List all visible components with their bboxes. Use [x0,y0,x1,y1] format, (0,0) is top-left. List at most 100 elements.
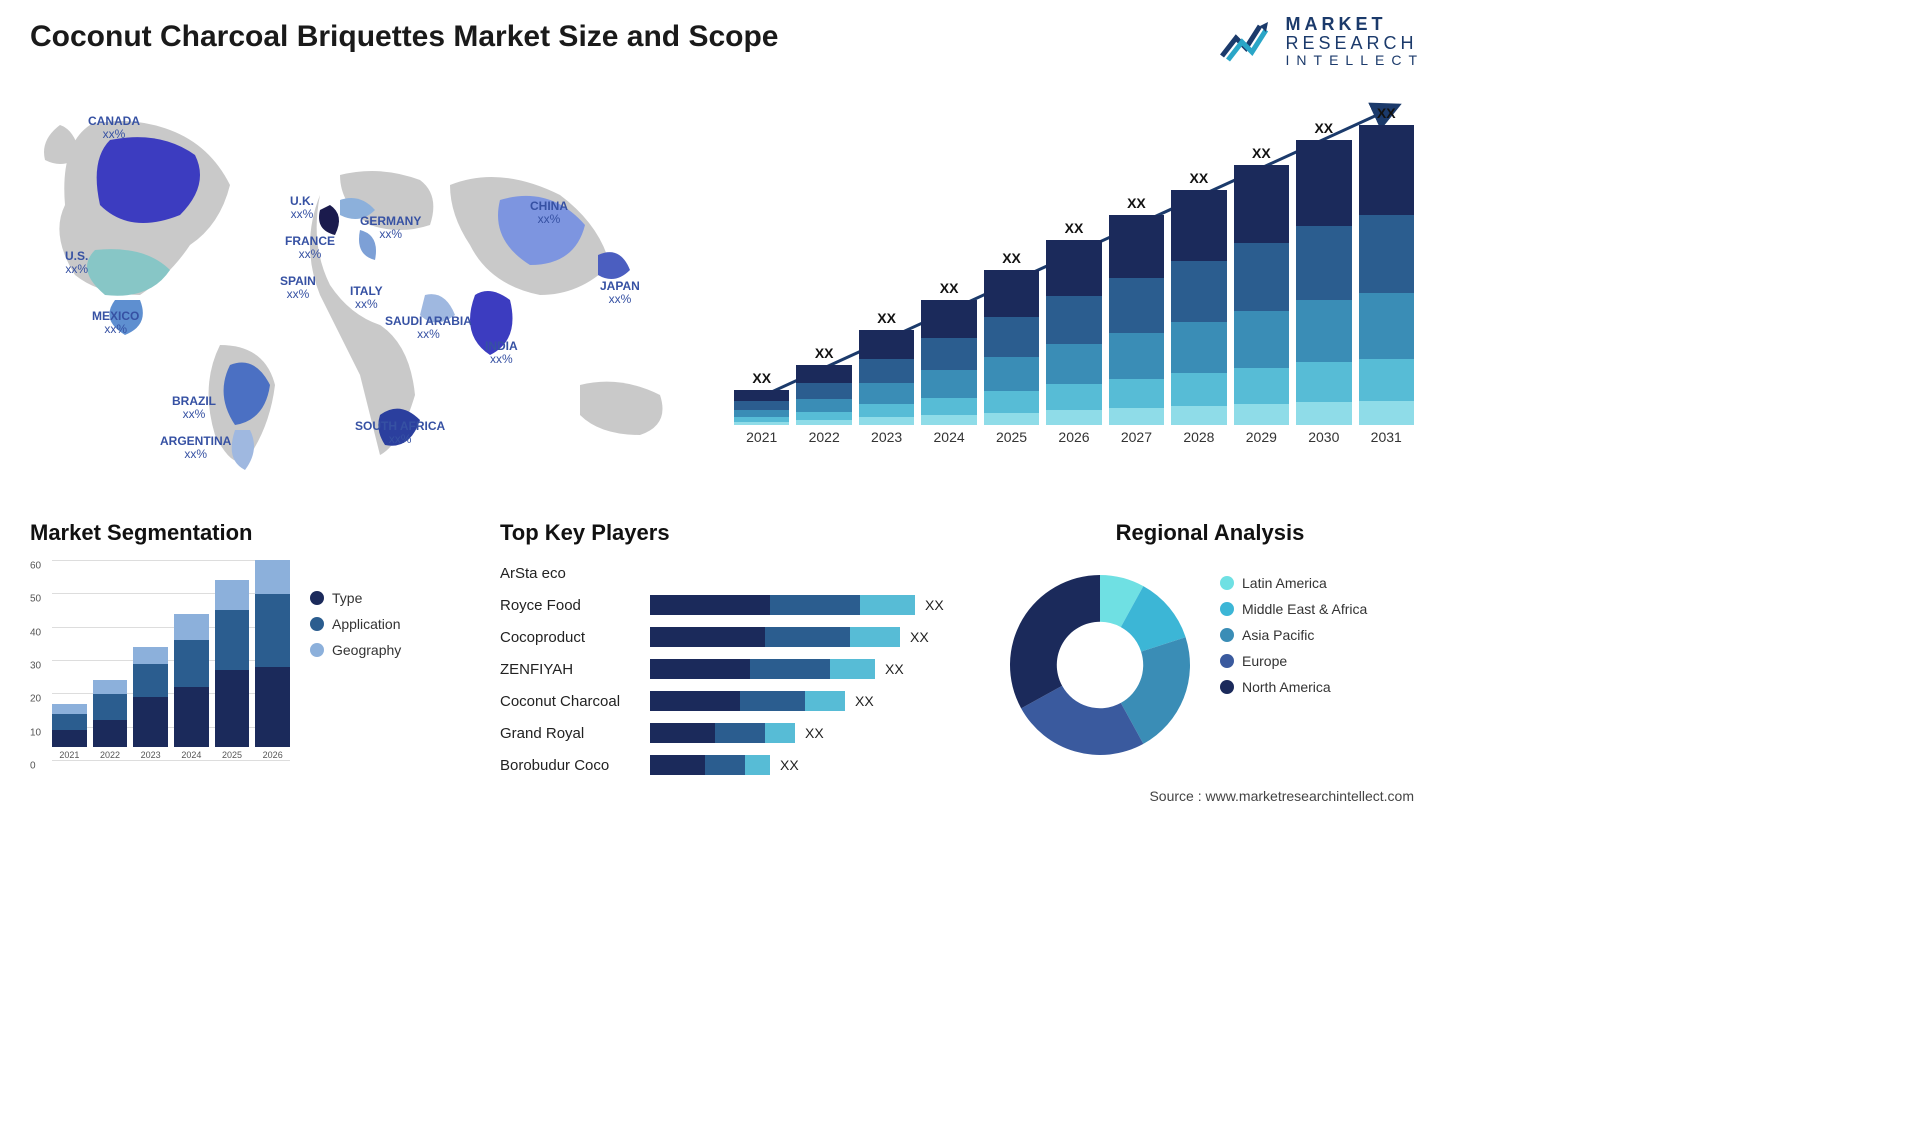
seg-bar-segment [255,667,290,747]
bar-segment [921,415,976,425]
bar-segment [859,359,914,384]
bar-segment [734,390,789,401]
bar-segment [921,370,976,398]
main-chart-column: XX2025 [984,250,1039,445]
regional-title: Regional Analysis [990,520,1430,546]
map-label: U.S.xx% [65,250,88,276]
bar-segment [1296,402,1351,425]
key-player-bar-segment [750,659,830,679]
seg-bar-segment [255,594,290,667]
bar-segment [1359,401,1414,425]
bar-segment [1046,410,1101,425]
bar-stack [1171,190,1226,425]
bar-segment [1109,379,1164,408]
bar-segment [1359,215,1414,293]
seg-stack [174,614,209,747]
seg-bar-segment [215,580,250,610]
legend-label: Application [332,616,401,632]
year-label: 2024 [934,429,965,445]
seg-year-label: 2022 [100,750,120,760]
legend-swatch [310,617,324,631]
bar-stack [921,300,976,425]
main-chart-column: XX2027 [1109,195,1164,445]
bar-segment [1109,278,1164,333]
key-player-bar-segment [650,691,740,711]
key-player-row: Royce FoodXX [500,590,970,620]
bar-segment [1234,311,1289,368]
bar-segment [1359,293,1414,359]
map-label: ITALYxx% [350,285,383,311]
world-map: CANADAxx%U.S.xx%MEXICOxx%BRAZILxx%ARGENT… [20,85,720,485]
main-chart-bars: XX2021XX2022XX2023XX2024XX2025XX2026XX20… [734,125,1414,445]
main-chart-column: XX2029 [1234,145,1289,445]
seg-column: 2026 [255,560,290,760]
legend-item: Type [310,590,401,606]
segmentation-chart: 0102030405060 202120222023202420252026 [30,560,290,780]
bar-segment [796,420,851,425]
segmentation-legend: TypeApplicationGeography [310,590,401,668]
key-player-value: XX [925,597,944,613]
key-player-row: Borobudur CocoXX [500,750,970,780]
bar-segment [1046,344,1101,385]
bar-segment [1296,140,1351,226]
bar-segment [921,300,976,338]
logo-icon [1220,16,1276,66]
legend-label: Europe [1242,653,1287,669]
seg-column: 2022 [93,680,128,760]
segmentation-bars: 202120222023202420252026 [52,560,290,760]
bar-segment [796,383,851,399]
main-chart-column: XX2022 [796,345,851,445]
legend-item: North America [1220,679,1367,695]
legend-item: Asia Pacific [1220,627,1367,643]
seg-stack [255,560,290,747]
bar-segment [1171,190,1226,261]
logo-line2: RESEARCH [1286,34,1424,53]
key-player-bar-segment [765,723,795,743]
key-player-bar-segment [715,723,765,743]
regional-donut [1000,565,1200,765]
bar-segment [1046,240,1101,296]
bar-segment [1109,408,1164,425]
y-tick: 0 [30,761,290,772]
year-label: 2023 [871,429,902,445]
seg-bar-segment [93,694,128,721]
bar-segment [734,401,789,410]
seg-bar-segment [133,697,168,747]
segmentation-title: Market Segmentation [30,520,460,546]
bar-value-label: XX [877,310,896,326]
key-player-row: Grand RoyalXX [500,718,970,748]
key-player-bar-segment [650,723,715,743]
bar-value-label: XX [815,345,834,361]
key-player-name: Coconut Charcoal [500,693,650,710]
main-chart-column: XX 2024 [921,280,976,445]
key-player-bar [650,627,900,647]
key-player-bar-segment [705,755,745,775]
bar-value-label: XX [1002,250,1021,266]
key-player-bar-segment [745,755,770,775]
bar-value-label: XX [940,280,959,296]
bar-stack [1359,125,1414,425]
main-chart-column: XX 2023 [859,310,914,445]
legend-label: Latin America [1242,575,1327,591]
bar-segment [734,410,789,418]
map-label: FRANCExx% [285,235,335,261]
bar-segment [1234,404,1289,425]
legend-swatch [1220,654,1234,668]
seg-bar-segment [52,730,87,747]
main-chart-column: XX2021 [734,370,789,445]
seg-column: 2024 [174,614,209,760]
seg-stack [93,680,128,747]
year-label: 2026 [1058,429,1089,445]
key-player-bar-segment [830,659,875,679]
key-player-bar-segment [765,627,850,647]
bar-segment [984,317,1039,357]
bar-segment [1296,300,1351,363]
seg-bar-segment [52,704,87,714]
page-title: Coconut Charcoal Briquettes Market Size … [30,20,779,54]
key-player-name: ZENFIYAH [500,661,650,678]
brand-logo: MARKET RESEARCH INTELLECT [1220,15,1424,67]
bar-segment [796,412,851,420]
key-player-bar-segment [650,755,705,775]
regional-legend: Latin AmericaMiddle East & AfricaAsia Pa… [1220,575,1367,705]
map-label: ARGENTINAxx% [160,435,231,461]
